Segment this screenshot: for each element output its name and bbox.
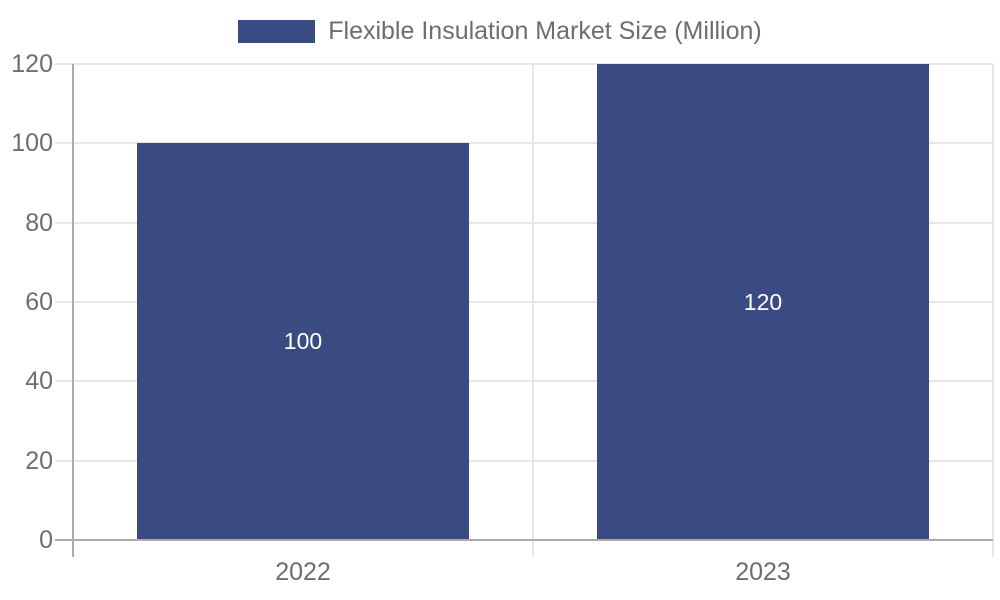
y-tick-label: 120 (11, 50, 53, 78)
grid-line-horizontal (55, 459, 993, 462)
x-category-label: 2023 (735, 558, 791, 586)
grid-line-horizontal (55, 301, 993, 303)
y-tick-label: 40 (25, 367, 53, 396)
legend[interactable]: Flexible Insulation Market Size (Million… (0, 16, 1000, 46)
grid-line-horizontal (55, 380, 993, 383)
grid-line-horizontal (55, 63, 993, 65)
grid-line-vertical (532, 64, 534, 557)
x-axis-line (55, 539, 993, 541)
y-tick-label: 60 (25, 288, 53, 316)
x-category-label: 2022 (275, 558, 331, 586)
bar[interactable]: 100 (137, 143, 469, 540)
y-axis-line (72, 64, 74, 557)
grid-line-horizontal (55, 221, 993, 224)
bar-value-label: 120 (743, 288, 783, 315)
legend-label: Flexible Insulation Market Size (Million… (328, 17, 762, 45)
legend-swatch-icon (238, 19, 316, 43)
y-tick-label: 20 (25, 446, 53, 475)
grid-line-horizontal (55, 142, 993, 145)
bar-value-label: 100 (283, 328, 323, 355)
y-tick-label: 80 (25, 208, 53, 237)
bar[interactable]: 120 (597, 64, 929, 540)
y-tick-label: 100 (11, 129, 53, 158)
grid-line-vertical (992, 64, 994, 557)
y-tick-label: 0 (39, 526, 53, 554)
